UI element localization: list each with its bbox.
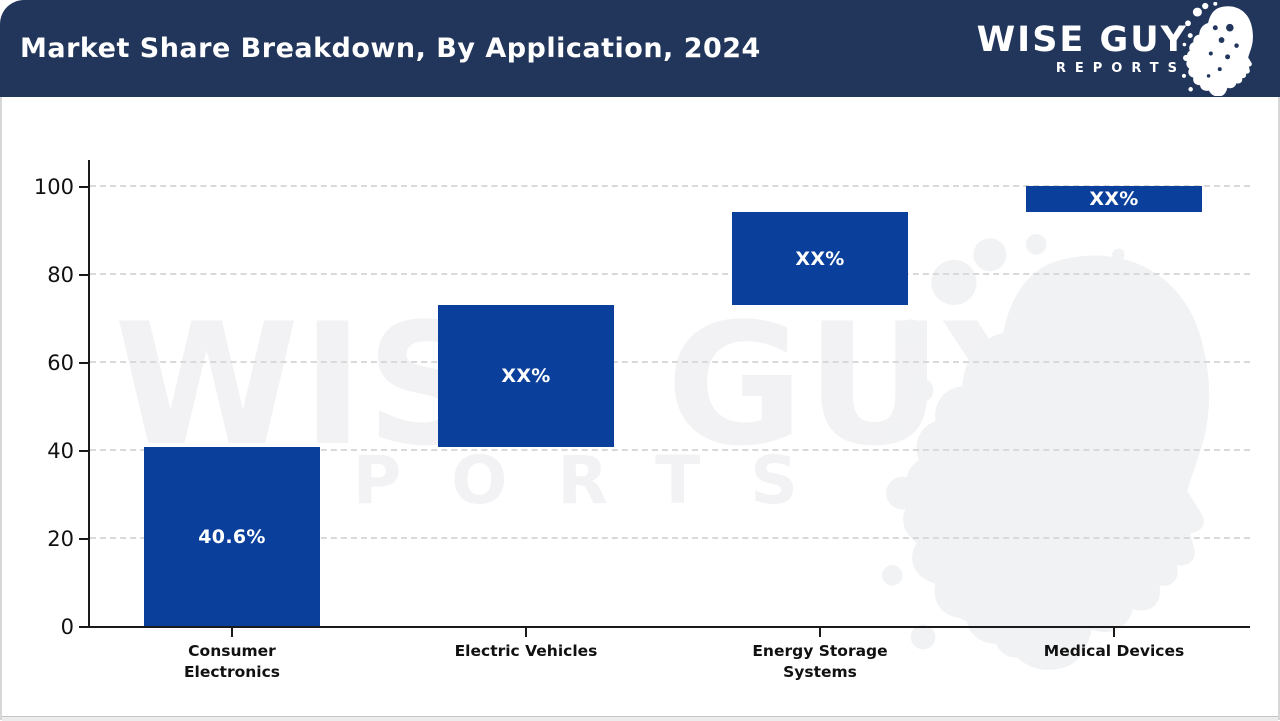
y-tick-label-60: 60	[47, 351, 74, 375]
chart-area: WISE GUY REPORTS 0 20 40 60 80 100 40.6% XX% XX%…	[0, 97, 1280, 721]
watermark-head-icon	[882, 234, 1210, 670]
bar-energy-storage-systems: XX%	[732, 212, 908, 305]
bar-value-label-energy-storage-systems: XX%	[795, 247, 845, 270]
y-tick-mark-80	[79, 274, 88, 276]
bar-value-label-electric-vehicles: XX%	[501, 365, 551, 388]
y-tick-mark-40	[79, 450, 88, 452]
bar-value-label-consumer-electronics: 40.6%	[198, 525, 266, 548]
logo-head-icon	[1181, 1, 1253, 96]
x-tick-label-electric-vehicles: Electric Vehicles	[454, 642, 598, 660]
x-tick-label-medical-devices: Medical Devices	[1043, 642, 1185, 660]
header-bar: Market Share Breakdown, By Application, …	[0, 0, 1280, 97]
logo-wordmark-line1: WISE GUY	[976, 19, 1188, 60]
y-tick-mark-60	[79, 362, 88, 364]
x-tick-mark-electric-vehicles	[525, 628, 527, 637]
gridline-80	[90, 273, 1250, 275]
y-tick-label-80: 80	[47, 263, 74, 287]
y-tick-label-20: 20	[47, 527, 74, 551]
y-tick-label-40: 40	[47, 439, 74, 463]
y-tick-label-0: 0	[60, 615, 74, 639]
x-tick-mark-energy-storage-systems	[819, 628, 821, 637]
y-tick-mark-0	[79, 626, 88, 628]
page-title: Market Share Breakdown, By Application, …	[20, 33, 761, 64]
y-axis-line	[88, 160, 90, 628]
bar-medical-devices: XX%	[1026, 186, 1202, 213]
gridline-40	[90, 449, 1250, 451]
x-axis-line	[88, 626, 1250, 628]
bar-consumer-electronics: 40.6%	[144, 447, 320, 626]
x-tick-mark-consumer-electronics	[231, 628, 233, 637]
bar-value-label-medical-devices: XX%	[1089, 188, 1139, 211]
bar-electric-vehicles: XX%	[438, 304, 614, 448]
logo-wordmark-line2: REPORTS	[1055, 60, 1186, 76]
gridline-60	[90, 361, 1250, 363]
x-tick-mark-medical-devices	[1113, 628, 1115, 637]
y-tick-label-100: 100	[33, 175, 74, 199]
y-tick-mark-100	[79, 186, 88, 188]
x-tick-label-consumer-electronics: Consumer Electronics	[183, 642, 281, 681]
footer-strip	[2, 716, 1278, 721]
gridline-100	[90, 185, 1250, 187]
x-tick-label-energy-storage-systems: Energy Storage Systems	[752, 642, 888, 681]
logo-wordmark: WISE GUY REPORTS	[977, 22, 1188, 76]
brand-logo: WISE GUY REPORTS	[977, 1, 1280, 96]
gridline-20	[90, 537, 1250, 539]
y-tick-mark-20	[79, 538, 88, 540]
